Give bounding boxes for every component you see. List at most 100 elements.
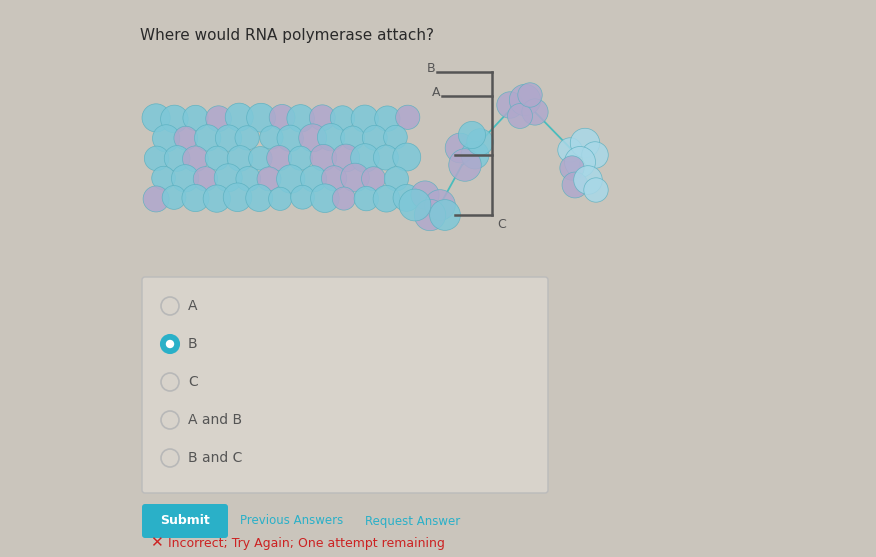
Circle shape [249, 146, 272, 170]
Circle shape [467, 129, 493, 155]
Circle shape [277, 165, 305, 193]
Circle shape [236, 167, 261, 191]
Circle shape [509, 84, 540, 116]
Circle shape [425, 190, 456, 221]
Circle shape [411, 181, 439, 209]
Circle shape [560, 156, 584, 180]
Circle shape [165, 145, 190, 172]
Circle shape [300, 166, 327, 192]
Circle shape [309, 105, 336, 131]
Circle shape [332, 187, 356, 210]
Circle shape [194, 167, 217, 191]
Circle shape [291, 185, 314, 209]
Text: Submit: Submit [160, 515, 210, 527]
Circle shape [161, 297, 179, 315]
Circle shape [205, 146, 230, 170]
Circle shape [299, 124, 327, 152]
Circle shape [145, 146, 169, 170]
Circle shape [174, 126, 198, 150]
Circle shape [351, 105, 378, 132]
Circle shape [142, 104, 170, 132]
Circle shape [574, 166, 603, 194]
Circle shape [429, 199, 461, 231]
Circle shape [225, 103, 253, 131]
Circle shape [161, 335, 179, 353]
Text: Incorrect; Try Again; One attempt remaining: Incorrect; Try Again; One attempt remain… [168, 536, 445, 550]
Circle shape [396, 105, 420, 129]
Circle shape [321, 165, 347, 191]
Circle shape [363, 125, 387, 150]
Circle shape [311, 184, 339, 212]
Circle shape [269, 187, 292, 211]
Circle shape [247, 103, 275, 132]
Circle shape [445, 133, 475, 163]
Circle shape [269, 105, 295, 130]
Circle shape [458, 121, 485, 149]
Circle shape [143, 186, 169, 212]
Circle shape [564, 146, 596, 178]
Circle shape [161, 449, 179, 467]
Circle shape [507, 104, 533, 129]
Circle shape [161, 411, 179, 429]
Circle shape [449, 149, 481, 181]
Circle shape [373, 185, 399, 212]
Circle shape [223, 183, 251, 212]
Circle shape [162, 185, 186, 209]
Text: A: A [188, 299, 197, 313]
Circle shape [332, 144, 360, 172]
Circle shape [182, 146, 208, 172]
Text: B: B [427, 61, 435, 75]
Circle shape [317, 124, 345, 151]
Text: A and B: A and B [188, 413, 242, 427]
Circle shape [393, 184, 420, 211]
Circle shape [518, 83, 542, 107]
Circle shape [245, 184, 272, 212]
Circle shape [330, 106, 355, 130]
Circle shape [384, 125, 407, 149]
Circle shape [373, 145, 399, 170]
Text: Request Answer: Request Answer [365, 515, 460, 527]
Circle shape [570, 128, 600, 158]
Circle shape [215, 164, 242, 192]
Circle shape [341, 163, 370, 192]
Circle shape [461, 141, 489, 169]
Circle shape [558, 138, 583, 162]
Circle shape [277, 125, 303, 152]
Circle shape [583, 178, 608, 202]
Circle shape [183, 105, 208, 130]
Text: B and C: B and C [188, 451, 243, 465]
Circle shape [182, 184, 209, 212]
Circle shape [227, 145, 253, 171]
Text: B: B [188, 337, 198, 351]
Circle shape [310, 144, 336, 171]
Circle shape [260, 126, 283, 149]
Circle shape [288, 146, 313, 170]
Circle shape [341, 126, 364, 150]
Circle shape [235, 126, 259, 150]
Circle shape [497, 92, 523, 118]
Text: ✕: ✕ [150, 535, 163, 550]
Circle shape [257, 167, 281, 191]
Text: C: C [497, 218, 505, 231]
Circle shape [414, 199, 446, 231]
Circle shape [392, 143, 420, 171]
Circle shape [206, 106, 231, 131]
Circle shape [354, 187, 378, 211]
Circle shape [385, 167, 408, 191]
Circle shape [522, 99, 548, 125]
Text: C: C [188, 375, 198, 389]
Circle shape [582, 141, 608, 168]
FancyBboxPatch shape [142, 277, 548, 493]
Circle shape [194, 125, 221, 151]
Circle shape [203, 185, 230, 212]
Text: Previous Answers: Previous Answers [240, 515, 343, 527]
Circle shape [152, 167, 175, 190]
Circle shape [266, 145, 292, 170]
Circle shape [399, 189, 431, 221]
Circle shape [215, 125, 242, 152]
Circle shape [160, 105, 188, 133]
Circle shape [161, 373, 179, 391]
Circle shape [350, 144, 379, 172]
FancyBboxPatch shape [142, 504, 228, 538]
Circle shape [286, 105, 314, 132]
